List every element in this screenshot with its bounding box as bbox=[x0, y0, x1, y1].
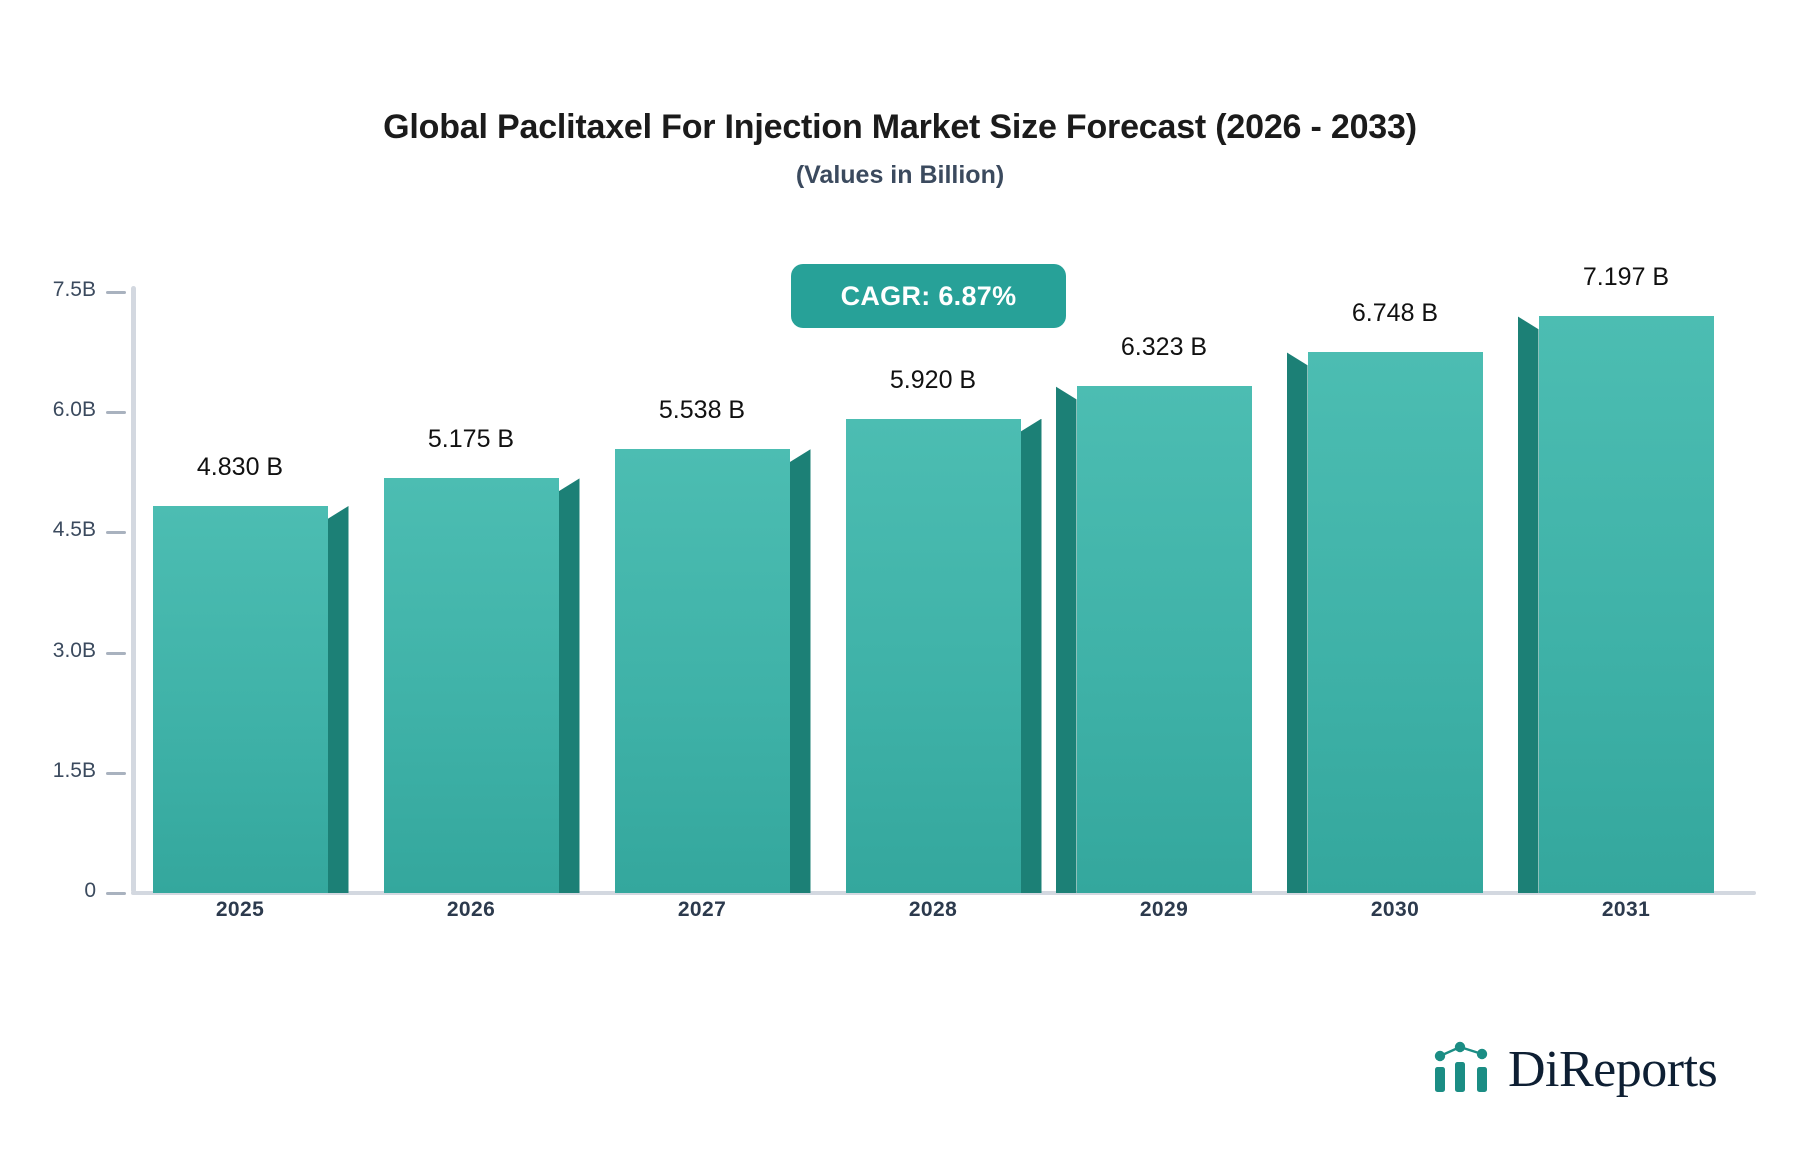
logo-wordmark: DiReports bbox=[1508, 1040, 1718, 1098]
bar-front-face bbox=[1076, 386, 1252, 893]
y-axis-tick-mark bbox=[106, 291, 126, 294]
bar-value-label: 5.920 B bbox=[889, 365, 977, 394]
y-axis-tick-label: 7.5B bbox=[52, 278, 96, 301]
bar-3d-side bbox=[1020, 418, 1042, 893]
x-axis-label-2030: 2030 bbox=[1370, 898, 1420, 921]
bar-value-label: 6.323 B bbox=[1120, 333, 1208, 362]
bar-value-label: 5.175 B bbox=[427, 425, 515, 454]
bar-front-face bbox=[1307, 352, 1483, 893]
y-axis-tick-label: 0 bbox=[84, 879, 96, 902]
cagr-badge: CAGR: 6.87% bbox=[791, 264, 1066, 328]
bar-front-face bbox=[152, 505, 328, 893]
bar-3d-side bbox=[558, 478, 580, 893]
y-axis-tick-label: 3.0B bbox=[52, 638, 96, 662]
bar-value-label: 6.748 B bbox=[1351, 299, 1439, 328]
x-axis-label-2031: 2031 bbox=[1601, 898, 1651, 921]
cagr-badge-label: CAGR: 6.87% bbox=[840, 280, 1017, 311]
bar-value-label: 4.830 B bbox=[196, 452, 284, 481]
bar-front-face bbox=[1538, 316, 1714, 893]
y-axis-line bbox=[131, 286, 136, 893]
x-axis-label-2028: 2028 bbox=[908, 898, 958, 921]
bar-front-face bbox=[614, 449, 790, 893]
bar-column-2029[interactable]: 6.323 B bbox=[1055, 333, 1252, 893]
y-axis-tick-mark bbox=[106, 531, 126, 535]
x-axis-label-2029: 2029 bbox=[1139, 898, 1189, 921]
bar-value-label: 7.197 B bbox=[1582, 263, 1670, 292]
chart-header: Global Paclitaxel For Injection Market S… bbox=[0, 0, 1800, 190]
y-axis-tick-label: 1.5B bbox=[52, 758, 96, 782]
bar-3d-side bbox=[1055, 386, 1077, 893]
x-axis-baseline bbox=[131, 891, 1756, 895]
bar-column-2030[interactable]: 6.748 B bbox=[1286, 299, 1483, 893]
bar-column-2026[interactable]: 5.175 B bbox=[383, 425, 580, 893]
x-axis-label-2026: 2026 bbox=[446, 898, 496, 921]
x-axis-label-2025: 2025 bbox=[215, 898, 265, 921]
bar-column-2028[interactable]: 5.920 B bbox=[845, 366, 1042, 893]
bar-front-face bbox=[845, 418, 1021, 893]
bar-column-2025[interactable]: 4.830 B bbox=[152, 453, 349, 893]
y-axis-tick-mark bbox=[106, 771, 126, 775]
bar-3d-side bbox=[327, 505, 349, 893]
x-axis-label-2027: 2027 bbox=[677, 898, 727, 921]
y-axis-tick-mark bbox=[106, 411, 126, 415]
y-axis-tick-mark bbox=[106, 892, 126, 895]
bar-3d-side bbox=[789, 449, 811, 893]
bar-3d-side bbox=[1286, 352, 1308, 893]
y-axis-tick-label: 6.0B bbox=[52, 398, 96, 422]
bar-column-2031[interactable]: 7.197 B bbox=[1517, 263, 1714, 893]
y-axis-tick-label: 4.5B bbox=[52, 518, 96, 542]
y-axis-tick-mark bbox=[106, 651, 126, 655]
bar-3d-side bbox=[1517, 316, 1539, 893]
bar-chart-icon bbox=[1432, 1040, 1502, 1099]
direports-logo: DiReports bbox=[1432, 1040, 1718, 1099]
bar-column-2027[interactable]: 5.538 B bbox=[614, 396, 811, 893]
page-title: Global Paclitaxel For Injection Market S… bbox=[383, 108, 1417, 146]
bar-front-face bbox=[383, 478, 559, 893]
bar-value-label: 5.538 B bbox=[658, 396, 746, 425]
chart-subtitle: (Values in Billion) bbox=[795, 161, 1005, 190]
